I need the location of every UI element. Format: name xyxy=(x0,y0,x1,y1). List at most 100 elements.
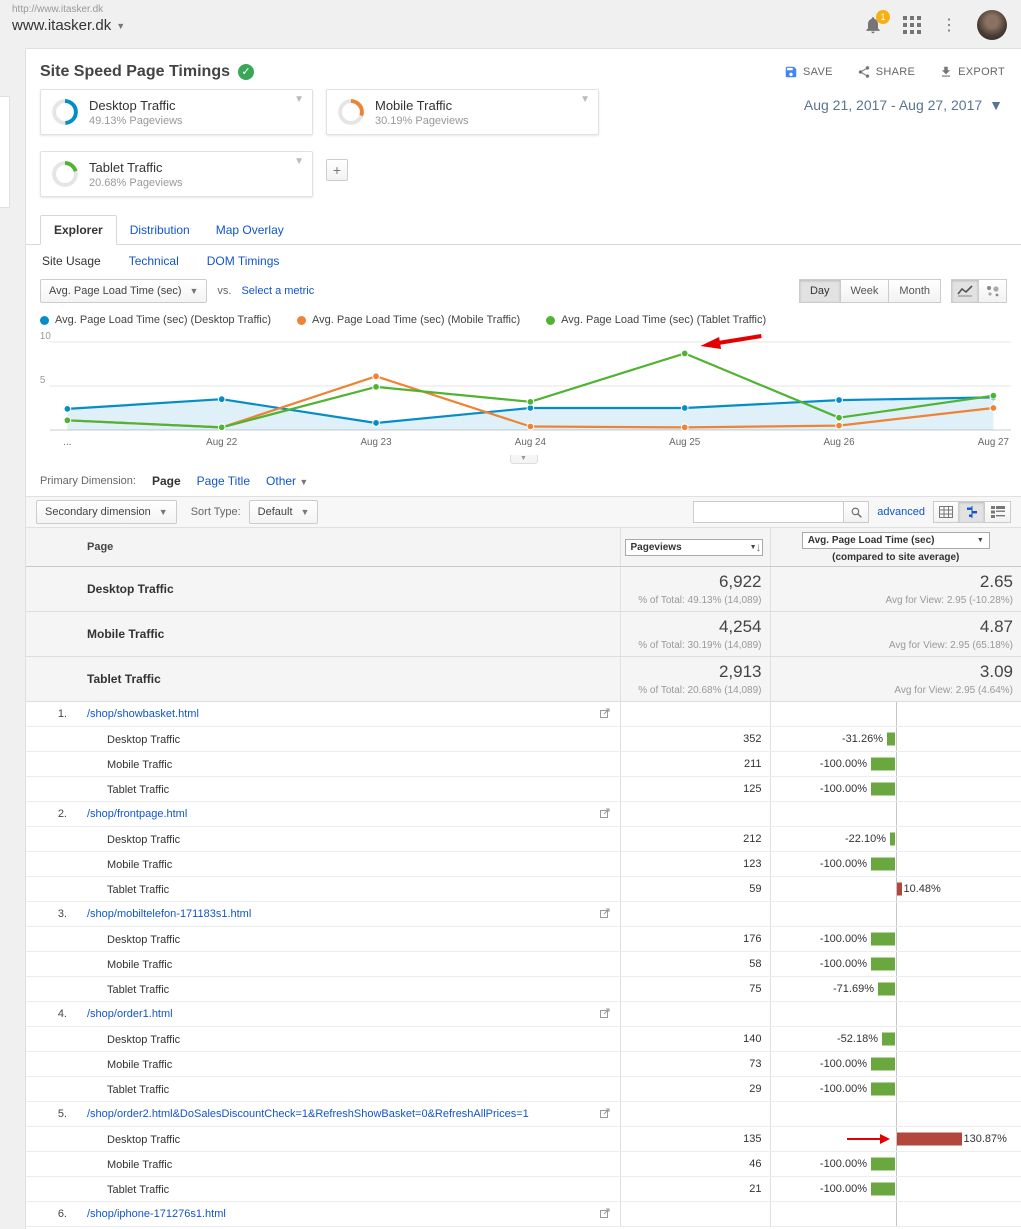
data-table-view-button[interactable] xyxy=(933,501,959,523)
page-link[interactable]: /shop/mobiltelefon-171183s1.html xyxy=(87,908,252,920)
chevron-down-icon[interactable]: ▼ xyxy=(294,94,304,105)
avatar[interactable] xyxy=(977,10,1007,40)
pageviews-cell: 135 xyxy=(619,1126,770,1152)
page-cell: /shop/showbasket.html xyxy=(81,700,620,727)
svg-text:Aug 22: Aug 22 xyxy=(206,437,238,448)
legend-item[interactable]: Avg. Page Load Time (sec) (Mobile Traffi… xyxy=(297,314,520,326)
sort-type-dropdown[interactable]: Default ▼ xyxy=(248,500,319,524)
load-time-average: 3.09 xyxy=(979,661,1013,681)
account-selector[interactable]: www.itasker.dk ▼ xyxy=(12,17,125,34)
comparison-view-button[interactable] xyxy=(959,501,985,523)
date-range-selector[interactable]: Aug 21, 2017 - Aug 27, 2017 ▼ xyxy=(804,97,1003,113)
segment-label: Desktop Traffic xyxy=(107,1133,181,1146)
collapsed-sidebar-edge xyxy=(0,96,10,208)
metric-dropdown[interactable]: Avg. Page Load Time (sec) ▼ xyxy=(40,279,208,303)
pageviews-cell: 75 xyxy=(619,976,770,1002)
pageviews-cell xyxy=(619,800,770,827)
secondary-dimension-dropdown[interactable]: Secondary dimension ▼ xyxy=(36,500,177,524)
row-index-cell xyxy=(26,611,81,657)
delta-bar-cell: -22.10% xyxy=(769,826,1021,852)
subnav-dom-timings[interactable]: DOM Timings xyxy=(206,254,280,268)
chevron-down-icon[interactable]: ▼ xyxy=(294,156,304,167)
legend-dot-icon xyxy=(40,315,49,325)
notifications-button[interactable]: 1 xyxy=(863,10,890,35)
delta-bar xyxy=(871,932,895,945)
select-metric-link[interactable]: Select a metric xyxy=(241,285,315,297)
dimension-page[interactable]: Page xyxy=(151,474,181,488)
delta-cell xyxy=(769,1000,1021,1027)
pageviews-cell: 140 xyxy=(619,1026,770,1052)
delta-bar xyxy=(871,857,895,870)
search-button[interactable] xyxy=(843,501,870,523)
granularity-week[interactable]: Week xyxy=(840,279,890,303)
page-link[interactable]: /shop/iphone-171276s1.html xyxy=(87,1208,226,1220)
svg-text:Aug 24: Aug 24 xyxy=(515,437,547,448)
row-index-cell xyxy=(26,851,81,877)
page-link[interactable]: /shop/order2.html&DoSalesDiscountCheck=1… xyxy=(87,1108,529,1120)
top-bar: http://www.itasker.dk www.itasker.dk ▼ 1… xyxy=(0,0,1021,44)
metric-summary-cell: 4.87 Avg for View: 2.95 (65.18%) xyxy=(769,611,1021,657)
row-index-cell xyxy=(26,951,81,977)
segment-label: Mobile Traffic xyxy=(107,1058,173,1071)
open-page-button[interactable] xyxy=(599,1105,610,1123)
load-time-metric-select[interactable]: Avg. Page Load Time (sec) ▼ xyxy=(801,532,990,550)
timeline-chart-container: 5 10... Aug 22 Aug 23 Aug 24 Aug 25 Aug 26 Aug … xyxy=(32,328,1015,464)
chevron-down-icon[interactable]: ▼ xyxy=(580,94,590,105)
page-group-row: 4. /shop/order1.html xyxy=(26,1000,1021,1027)
segment-row: Mobile Traffic 123 -100.00% xyxy=(26,851,1021,877)
legend-item[interactable]: Avg. Page Load Time (sec) (Tablet Traffi… xyxy=(546,314,766,326)
apps-grid-icon[interactable] xyxy=(903,16,921,34)
export-button[interactable]: EXPORT xyxy=(939,65,1005,79)
segment-card-mobile[interactable]: Mobile Traffic 30.19% Pageviews ▼ xyxy=(326,89,599,135)
page-link[interactable]: /shop/frontpage.html xyxy=(87,808,188,820)
chart-expand-tab[interactable]: ▼ xyxy=(509,455,538,464)
page-link[interactable]: /shop/showbasket.html xyxy=(87,708,199,720)
row-index-cell xyxy=(26,776,81,802)
open-page-button[interactable] xyxy=(599,905,610,923)
open-page-button[interactable] xyxy=(599,1205,610,1223)
segment-cards-area: Desktop Traffic 49.13% Pageviews ▼ Mobil… xyxy=(26,89,1021,209)
sort-direction-icon[interactable]: ↓ xyxy=(755,539,762,554)
pageviews-cell: 59 xyxy=(619,876,770,902)
segment-label-cell: Desktop Traffic xyxy=(81,726,620,752)
advanced-filter-link[interactable]: advanced xyxy=(877,506,925,518)
granularity-day[interactable]: Day xyxy=(798,279,841,303)
table-search-input[interactable] xyxy=(693,501,844,523)
open-page-button[interactable] xyxy=(599,705,610,723)
open-in-new-icon xyxy=(599,908,609,918)
segment-card-tablet[interactable]: Tablet Traffic 20.68% Pageviews ▼ xyxy=(40,151,313,197)
subnav-site-usage[interactable]: Site Usage xyxy=(42,254,101,268)
save-button[interactable]: SAVE xyxy=(784,65,833,79)
line-chart-view-button[interactable] xyxy=(951,279,979,303)
granularity-month[interactable]: Month xyxy=(889,279,941,303)
pageviews-metric-select[interactable]: Pageviews ▼ xyxy=(624,539,763,557)
tab-distribution[interactable]: Distribution xyxy=(129,223,190,237)
dimension-page-title[interactable]: Page Title xyxy=(196,474,251,488)
page-link[interactable]: /shop/order1.html xyxy=(87,1008,173,1020)
delta-value: -100.00% xyxy=(819,1182,867,1195)
add-segment-button[interactable]: + xyxy=(326,159,348,181)
segment-card-desktop[interactable]: Desktop Traffic 49.13% Pageviews ▼ xyxy=(40,89,313,135)
subnav-technical[interactable]: Technical xyxy=(128,254,179,268)
tab-explorer[interactable]: Explorer xyxy=(40,215,117,245)
delta-value: 130.87% xyxy=(963,1132,1007,1145)
open-page-button[interactable] xyxy=(599,1005,610,1023)
tab-map-overlay[interactable]: Map Overlay xyxy=(215,223,284,237)
legend-item[interactable]: Avg. Page Load Time (sec) (Desktop Traff… xyxy=(40,314,271,326)
motion-chart-view-button[interactable] xyxy=(979,279,1007,303)
export-icon xyxy=(942,66,951,77)
row-index-cell xyxy=(26,876,81,902)
pageviews-cell xyxy=(619,1200,770,1227)
more-options-icon[interactable]: ⋮ xyxy=(941,17,957,34)
delta-bar xyxy=(896,1132,962,1145)
segment-label-cell: Tablet Traffic xyxy=(81,776,620,802)
row-index-cell xyxy=(26,1126,81,1152)
share-button[interactable]: SHARE xyxy=(857,65,915,79)
open-page-button[interactable] xyxy=(599,805,610,823)
dimension-other[interactable]: Other ▼ xyxy=(266,474,309,488)
delta-bar xyxy=(871,957,895,970)
segment-donut-icon xyxy=(338,99,364,125)
page-cell: /shop/order1.html xyxy=(81,1000,620,1027)
pivot-view-button[interactable] xyxy=(985,501,1011,523)
page-cell: /shop/iphone-171276s1.html xyxy=(81,1200,620,1227)
